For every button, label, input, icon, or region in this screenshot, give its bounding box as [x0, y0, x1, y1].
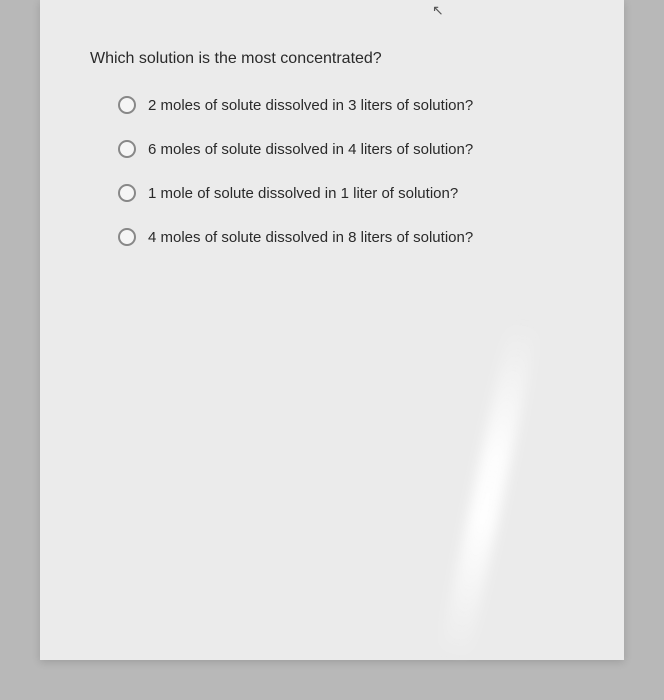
option-row[interactable]: 2 moles of solute dissolved in 3 liters … [118, 96, 594, 114]
question-card: Which solution is the most concentrated?… [40, 0, 624, 660]
option-row[interactable]: 4 moles of solute dissolved in 8 liters … [118, 228, 594, 246]
radio-icon[interactable] [118, 96, 136, 114]
radio-icon[interactable] [118, 228, 136, 246]
option-label: 2 moles of solute dissolved in 3 liters … [148, 97, 473, 114]
radio-icon[interactable] [118, 140, 136, 158]
option-label: 6 moles of solute dissolved in 4 liters … [148, 141, 473, 158]
option-row[interactable]: 1 mole of solute dissolved in 1 liter of… [118, 184, 594, 202]
option-row[interactable]: 6 moles of solute dissolved in 4 liters … [118, 140, 594, 158]
question-prompt: Which solution is the most concentrated? [90, 50, 594, 68]
radio-icon[interactable] [118, 184, 136, 202]
options-list: 2 moles of solute dissolved in 3 liters … [90, 96, 594, 246]
option-label: 4 moles of solute dissolved in 8 liters … [148, 229, 473, 246]
option-label: 1 mole of solute dissolved in 1 liter of… [148, 185, 458, 202]
